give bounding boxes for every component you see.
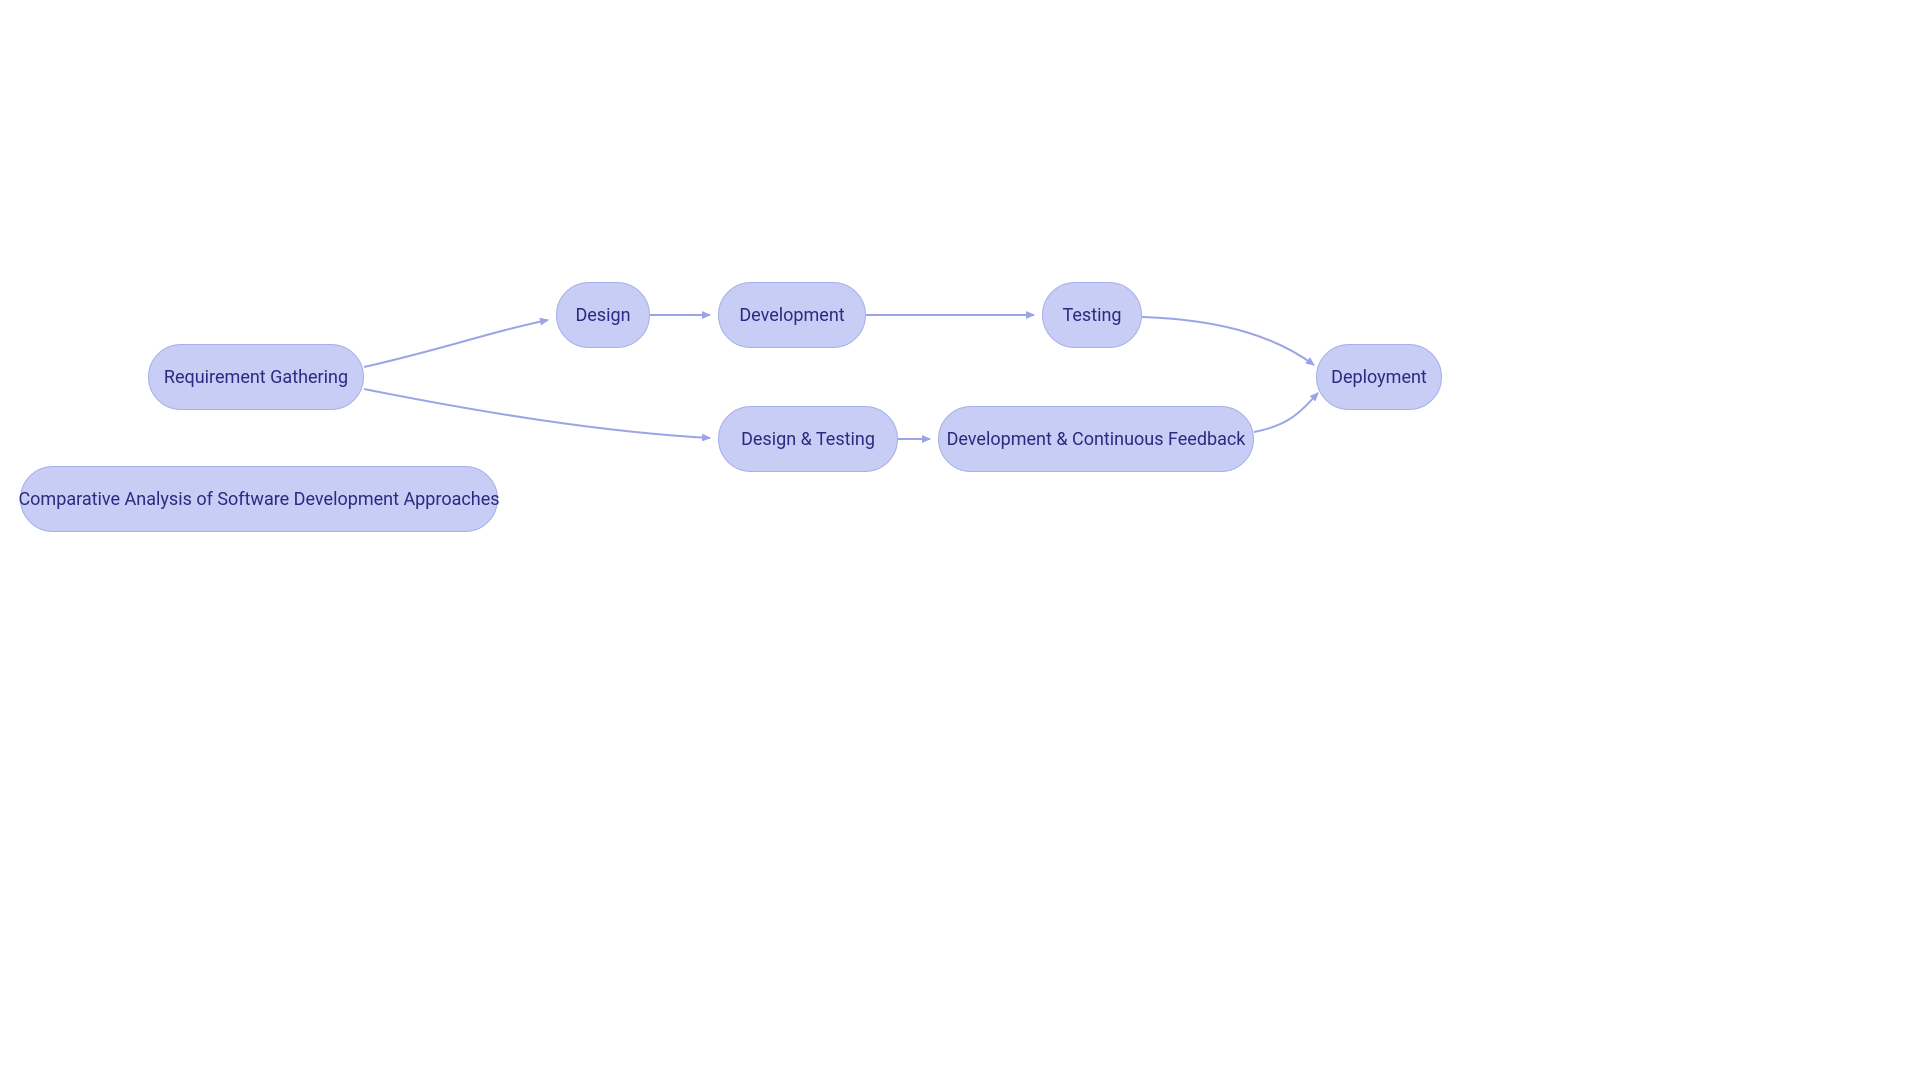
node-label: Comparative Analysis of Software Develop…: [18, 489, 499, 510]
node-label: Testing: [1062, 305, 1121, 326]
node-label: Design & Testing: [741, 429, 875, 450]
node-test: Testing: [1042, 282, 1142, 348]
node-label: Development & Continuous Feedback: [947, 429, 1246, 450]
node-design: Design: [556, 282, 650, 348]
node-label: Requirement Gathering: [164, 367, 348, 388]
node-label: Design: [575, 305, 630, 326]
node-title: Comparative Analysis of Software Develop…: [20, 466, 498, 532]
node-label: Development: [739, 305, 844, 326]
node-dt: Design & Testing: [718, 406, 898, 472]
node-dev: Development: [718, 282, 866, 348]
node-devcf: Development & Continuous Feedback: [938, 406, 1254, 472]
edges-layer: [0, 0, 1920, 1083]
edge-devcf-deploy: [1254, 393, 1318, 432]
node-label: Deployment: [1331, 367, 1427, 388]
edge-req-design: [364, 320, 548, 367]
edge-test-deploy: [1142, 317, 1314, 365]
node-req: Requirement Gathering: [148, 344, 364, 410]
node-deploy: Deployment: [1316, 344, 1442, 410]
edge-req-dt: [364, 389, 710, 438]
